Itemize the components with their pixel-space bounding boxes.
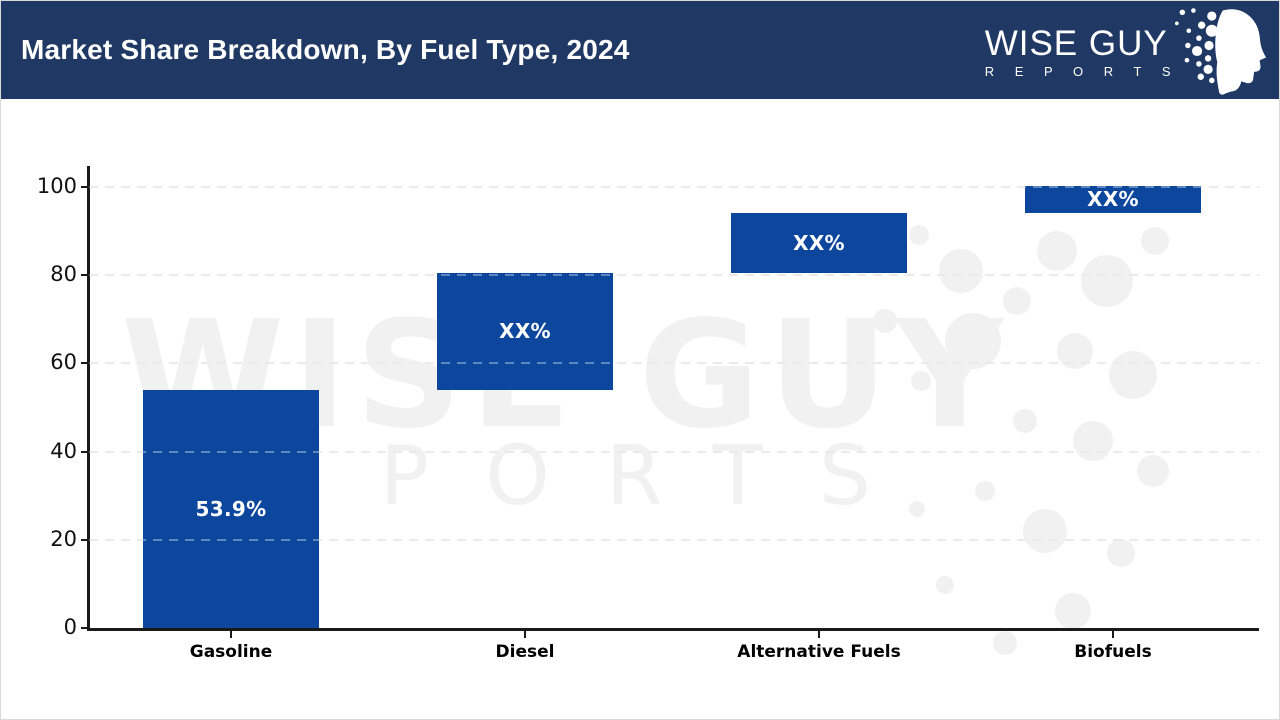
y-tick-label-100: 100 [36,174,77,198]
y-tick-20 [81,538,89,541]
y-axis [87,166,90,630]
bar-diesel: XX% [437,272,613,391]
x-axis [87,628,1259,631]
gridline-60 [89,362,1259,365]
gridline-100 [89,186,1259,188]
gridline-20 [89,538,1259,541]
x-tick-biofuels [1112,630,1114,638]
brand-logo: WISE GUY R E P O R T S [985,5,1269,97]
y-tick-40 [81,450,89,453]
bar-value-label-alternative-fuels: XX% [793,230,845,255]
gridline-overlay-40 [89,450,1259,453]
y-tick-label-60: 60 [50,350,77,375]
x-tick-gasoline [230,630,232,638]
x-tick-label-biofuels: Biofuels [1074,642,1152,662]
y-tick-0 [81,627,89,629]
bar-value-label-biofuels: XX% [1087,187,1139,212]
y-tick-label-20: 20 [50,526,77,551]
page-title: Market Share Breakdown, By Fuel Type, 20… [21,34,630,65]
gridline-40 [89,450,1259,453]
gridline-overlay-20 [89,538,1259,541]
y-tick-label-40: 40 [50,438,77,463]
x-tick-alternative-fuels [818,630,820,638]
bar-gasoline: 53.9% [143,390,319,628]
y-tick-label-80: 80 [50,262,77,287]
x-tick-label-alternative-fuels: Alternative Fuels [737,642,901,662]
x-tick-label-diesel: Diesel [495,642,555,662]
bar-value-label-diesel: XX% [499,319,551,344]
bar-alternative-fuels: XX% [731,212,907,273]
y-tick-label-0: 0 [63,615,77,639]
y-tick-100 [81,186,89,188]
y-tick-80 [81,274,89,277]
gridline-80 [89,274,1259,277]
gridline-overlay-80 [89,274,1259,277]
gridline-overlay-100 [89,186,1259,188]
x-tick-diesel [524,630,526,638]
head-profile-icon [1175,8,1267,95]
gridline-overlay-60 [89,362,1259,365]
bar-value-label-gasoline: 53.9% [195,497,267,522]
x-tick-label-gasoline: Gasoline [189,642,273,662]
brand-logo-text: WISE GUY R E P O R T S [984,24,1179,79]
report-header: Market Share Breakdown, By Fuel Type, 20… [1,1,1279,99]
bar-biofuels: XX% [1025,186,1201,213]
brand-subtitle: R E P O R T S [984,64,1179,79]
chart-area: WISE GUY REPORTS 0 20 40 60 80 100 53.9% Gasoli… [1,99,1279,719]
watermark-head-dots [853,225,1169,655]
y-tick-60 [81,362,89,365]
brand-name: WISE GUY [984,24,1168,63]
